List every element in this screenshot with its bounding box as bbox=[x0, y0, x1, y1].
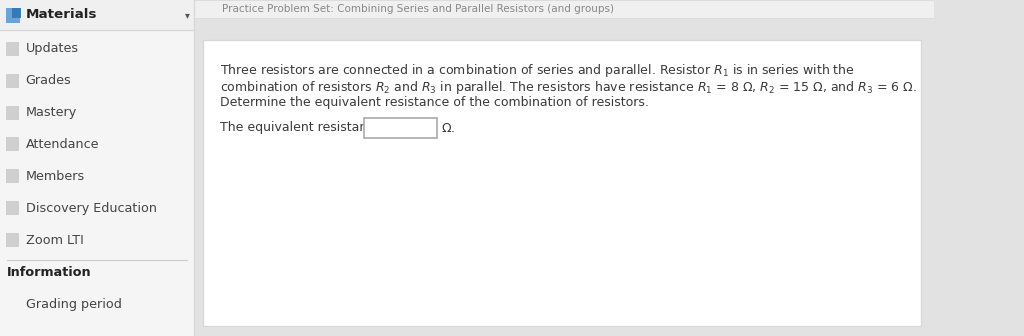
FancyBboxPatch shape bbox=[6, 106, 19, 120]
FancyBboxPatch shape bbox=[195, 0, 934, 18]
FancyBboxPatch shape bbox=[6, 137, 19, 152]
Text: Materials: Materials bbox=[26, 8, 97, 22]
Text: Attendance: Attendance bbox=[26, 138, 99, 151]
FancyBboxPatch shape bbox=[0, 0, 195, 30]
Text: Determine the equivalent resistance of the combination of resistors.: Determine the equivalent resistance of t… bbox=[220, 96, 649, 109]
FancyBboxPatch shape bbox=[204, 40, 922, 326]
FancyBboxPatch shape bbox=[6, 42, 19, 56]
FancyBboxPatch shape bbox=[0, 0, 195, 336]
Text: ▾: ▾ bbox=[184, 10, 189, 20]
Text: Grading period: Grading period bbox=[26, 298, 122, 310]
FancyBboxPatch shape bbox=[12, 8, 20, 18]
Text: The equivalent resistance is: The equivalent resistance is bbox=[220, 122, 396, 134]
FancyBboxPatch shape bbox=[6, 74, 19, 88]
Text: Information: Information bbox=[7, 266, 92, 279]
FancyBboxPatch shape bbox=[6, 169, 19, 183]
FancyBboxPatch shape bbox=[6, 201, 19, 215]
Text: Three resistors are connected in a combination of series and parallel. Resistor : Three resistors are connected in a combi… bbox=[220, 62, 855, 79]
Text: Practice Problem Set: Combining Series and Parallel Resistors (and groups): Practice Problem Set: Combining Series a… bbox=[221, 4, 613, 14]
FancyBboxPatch shape bbox=[6, 8, 20, 23]
Text: $\Omega$.: $\Omega$. bbox=[440, 122, 455, 134]
Text: Discovery Education: Discovery Education bbox=[26, 202, 157, 215]
Text: combination of resistors $R_2$ and $R_3$ in parallel. The resistors have resista: combination of resistors $R_2$ and $R_3$… bbox=[220, 79, 916, 96]
FancyBboxPatch shape bbox=[6, 233, 19, 247]
Text: Mastery: Mastery bbox=[26, 106, 77, 119]
Text: Members: Members bbox=[26, 170, 85, 183]
FancyBboxPatch shape bbox=[364, 118, 437, 138]
Text: Zoom LTI: Zoom LTI bbox=[26, 234, 83, 247]
Text: Grades: Grades bbox=[26, 74, 72, 87]
Text: Updates: Updates bbox=[26, 42, 79, 55]
